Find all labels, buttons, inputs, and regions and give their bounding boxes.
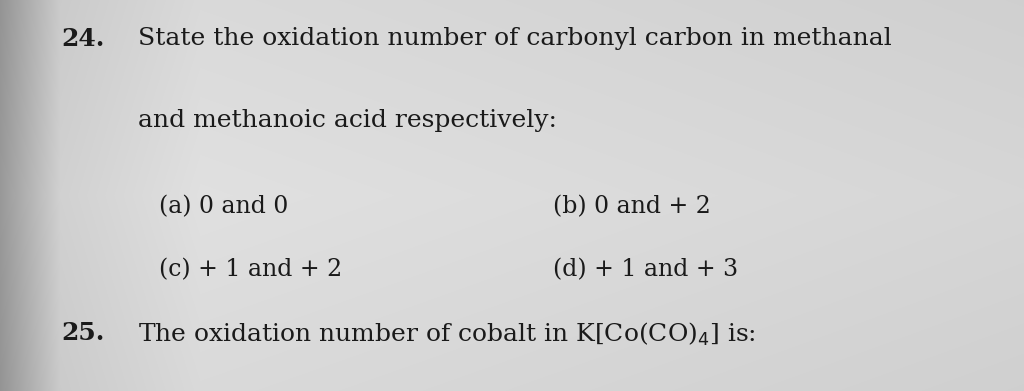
Text: (b) 0 and + 2: (b) 0 and + 2 bbox=[553, 196, 711, 219]
Text: The oxidation number of cobalt in K[Co(CO)$_{4}$] is:: The oxidation number of cobalt in K[Co(C… bbox=[138, 321, 756, 348]
Text: (c) + 1 and + 2: (c) + 1 and + 2 bbox=[159, 258, 342, 281]
Text: (a) 0 and 0: (a) 0 and 0 bbox=[159, 196, 288, 219]
Text: 24.: 24. bbox=[61, 27, 104, 51]
Text: State the oxidation number of carbonyl carbon in methanal: State the oxidation number of carbonyl c… bbox=[138, 27, 892, 50]
Text: and methanoic acid respectively:: and methanoic acid respectively: bbox=[138, 109, 557, 133]
Text: (d) + 1 and + 3: (d) + 1 and + 3 bbox=[553, 258, 738, 281]
Text: 25.: 25. bbox=[61, 321, 104, 344]
